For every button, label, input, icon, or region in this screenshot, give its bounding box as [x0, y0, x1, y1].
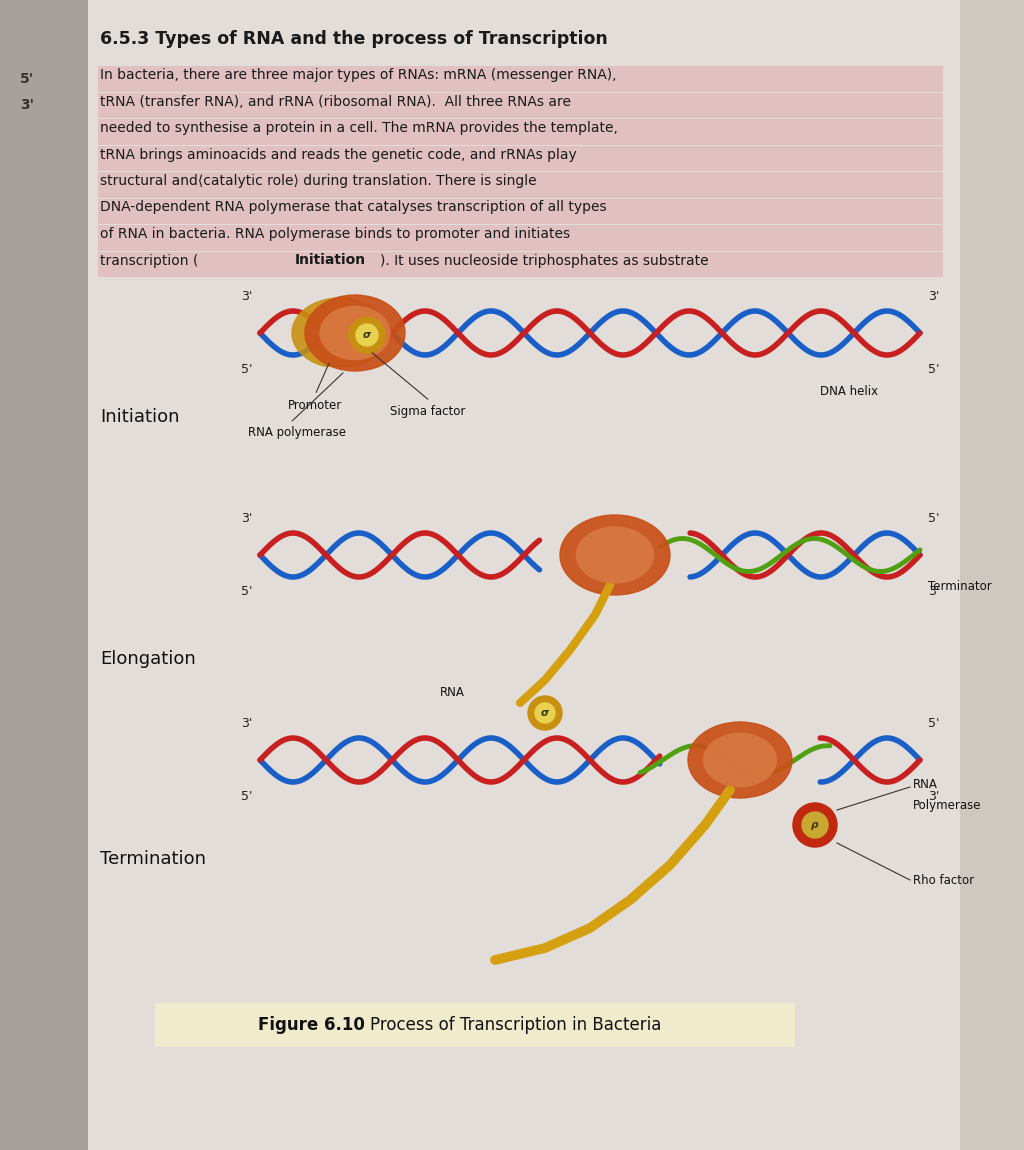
Circle shape — [528, 696, 562, 730]
Text: In bacteria, there are three major types of RNAs: mRNA (messenger RNA),: In bacteria, there are three major types… — [100, 68, 616, 82]
Bar — [98, 199, 943, 224]
Text: 5': 5' — [241, 790, 252, 803]
Text: ). It uses nucleoside triphosphates as substrate: ). It uses nucleoside triphosphates as s… — [380, 253, 709, 268]
Text: Promoter: Promoter — [288, 399, 342, 412]
Ellipse shape — [703, 734, 776, 787]
Text: Terminator: Terminator — [928, 580, 992, 593]
Text: 3': 3' — [928, 290, 939, 302]
Text: transcription (: transcription ( — [100, 253, 199, 268]
Bar — [98, 146, 943, 171]
Ellipse shape — [319, 306, 390, 360]
Text: 6.5.3 Types of RNA and the process of Transcription: 6.5.3 Types of RNA and the process of Tr… — [100, 30, 608, 48]
Text: 3': 3' — [928, 585, 939, 598]
Text: 5': 5' — [928, 512, 939, 526]
Text: 5': 5' — [928, 363, 939, 376]
Text: 3': 3' — [241, 716, 252, 730]
Bar — [98, 252, 943, 277]
Text: 3': 3' — [241, 512, 252, 526]
Text: 5': 5' — [928, 716, 939, 730]
Ellipse shape — [305, 296, 406, 371]
Circle shape — [802, 812, 828, 838]
Bar — [88, 0, 961, 1150]
Text: DNA-dependent RNA polymerase that catalyses transcription of all types: DNA-dependent RNA polymerase that cataly… — [100, 200, 606, 215]
Text: 5': 5' — [241, 363, 252, 376]
Text: Sigma factor: Sigma factor — [390, 405, 465, 417]
Text: RNA polymerase: RNA polymerase — [248, 426, 346, 439]
Text: 3': 3' — [20, 98, 34, 112]
Text: Rho factor: Rho factor — [913, 874, 974, 887]
Bar — [98, 66, 943, 92]
Text: DNA helix: DNA helix — [820, 385, 879, 398]
Text: RNA: RNA — [440, 687, 465, 699]
Text: structural and⟨catalytic role⟩ during translation. There is single: structural and⟨catalytic role⟩ during tr… — [100, 174, 537, 187]
Text: σ: σ — [362, 330, 371, 340]
Ellipse shape — [577, 527, 653, 583]
Bar — [98, 92, 943, 118]
Ellipse shape — [560, 515, 670, 595]
Circle shape — [356, 324, 378, 346]
Text: Termination: Termination — [100, 850, 206, 868]
Bar — [98, 118, 943, 145]
Text: Initiation: Initiation — [100, 408, 179, 426]
Polygon shape — [292, 298, 388, 367]
Text: Elongation: Elongation — [100, 650, 196, 668]
Text: Initiation: Initiation — [295, 253, 367, 268]
Text: σ: σ — [541, 708, 549, 718]
Text: 3': 3' — [241, 290, 252, 302]
Bar — [0, 0, 88, 1150]
Bar — [98, 225, 943, 251]
Text: 5': 5' — [20, 72, 34, 86]
Circle shape — [535, 703, 555, 723]
Text: needed to synthesise a protein in a cell. The mRNA provides the template,: needed to synthesise a protein in a cell… — [100, 121, 617, 135]
Text: Polymerase: Polymerase — [913, 798, 981, 812]
Ellipse shape — [688, 722, 792, 798]
Text: 3': 3' — [928, 790, 939, 803]
Text: tRNA brings aminoacids and reads the genetic code, and rRNAs play: tRNA brings aminoacids and reads the gen… — [100, 147, 577, 161]
Text: RNA: RNA — [913, 779, 938, 791]
Bar — [961, 0, 1024, 1150]
Text: 5': 5' — [241, 585, 252, 598]
Text: tRNA (transfer RNA), and rRNA (ribosomal RNA).  All three RNAs are: tRNA (transfer RNA), and rRNA (ribosomal… — [100, 94, 571, 108]
Circle shape — [349, 317, 385, 353]
Text: Process of Transcription in Bacteria: Process of Transcription in Bacteria — [370, 1015, 662, 1034]
Bar — [155, 1003, 795, 1046]
Text: of RNA in bacteria. RNA polymerase binds to promoter and initiates: of RNA in bacteria. RNA polymerase binds… — [100, 227, 570, 242]
Circle shape — [793, 803, 837, 848]
Text: ρ: ρ — [811, 820, 818, 830]
Bar — [98, 172, 943, 198]
Text: Figure 6.10: Figure 6.10 — [258, 1015, 371, 1034]
